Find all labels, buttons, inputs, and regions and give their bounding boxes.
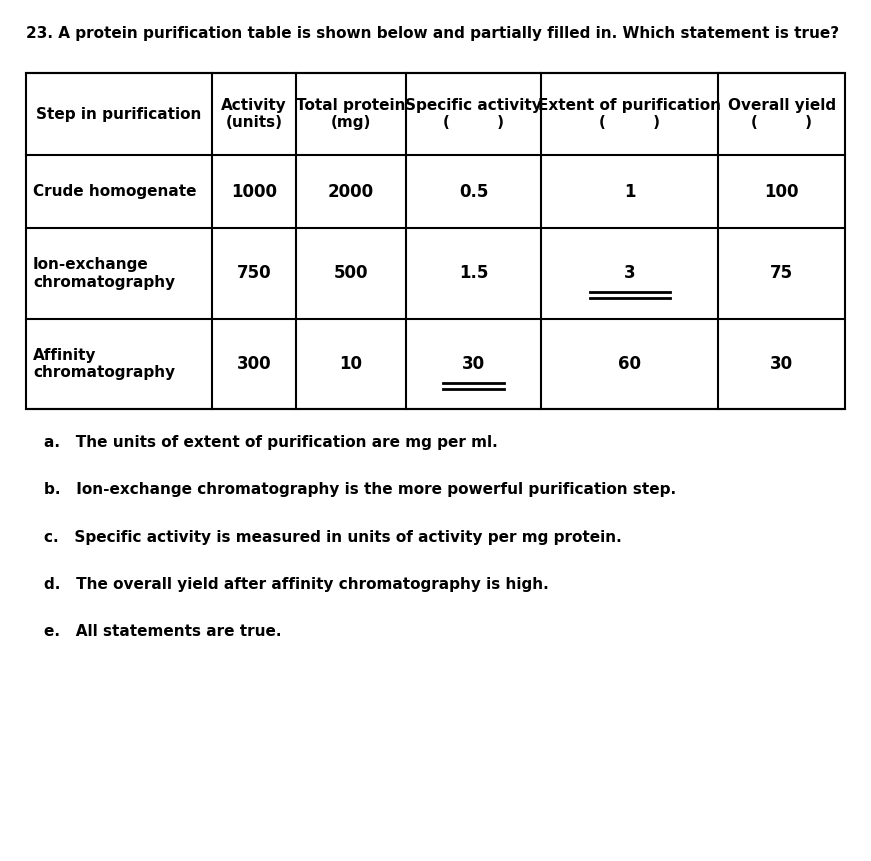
Text: a.   The units of extent of purification are mg per ml.: a. The units of extent of purification a… [44, 435, 497, 449]
Text: e.   All statements are true.: e. All statements are true. [44, 624, 281, 639]
Text: 23. A protein purification table is shown below and partially filled in. Which s: 23. A protein purification table is show… [26, 26, 840, 40]
Text: 1: 1 [624, 183, 635, 201]
Text: 2000: 2000 [328, 183, 375, 201]
Text: Activity
(units): Activity (units) [221, 98, 287, 130]
Text: Step in purification: Step in purification [37, 107, 202, 121]
Text: b.   Ion-exchange chromatography is the more powerful purification step.: b. Ion-exchange chromatography is the mo… [44, 482, 676, 497]
Text: c.   Specific activity is measured in units of activity per mg protein.: c. Specific activity is measured in unit… [44, 530, 621, 544]
Text: 3: 3 [624, 264, 636, 282]
Text: 60: 60 [618, 355, 641, 373]
Text: d.   The overall yield after affinity chromatography is high.: d. The overall yield after affinity chro… [44, 577, 549, 592]
Text: 300: 300 [237, 355, 272, 373]
Text: Crude homogenate: Crude homogenate [33, 184, 197, 199]
Text: 0.5: 0.5 [459, 183, 488, 201]
Text: 30: 30 [462, 355, 485, 373]
Text: Affinity
chromatography: Affinity chromatography [33, 348, 175, 380]
Text: Specific activity
(         ): Specific activity ( ) [405, 98, 542, 130]
Text: 75: 75 [770, 264, 793, 282]
Text: 100: 100 [765, 183, 799, 201]
Text: 500: 500 [334, 264, 368, 282]
Text: Overall yield
(         ): Overall yield ( ) [727, 98, 835, 130]
Text: Ion-exchange
chromatography: Ion-exchange chromatography [33, 257, 175, 289]
Text: 10: 10 [340, 355, 362, 373]
Text: Extent of purification
(         ): Extent of purification ( ) [538, 98, 721, 130]
Text: 750: 750 [237, 264, 272, 282]
Bar [26, 73, 845, 409]
Text: 1000: 1000 [231, 183, 277, 201]
Text: Total protein
(mg): Total protein (mg) [296, 98, 406, 130]
Text: 1.5: 1.5 [459, 264, 488, 282]
Text: 30: 30 [770, 355, 793, 373]
